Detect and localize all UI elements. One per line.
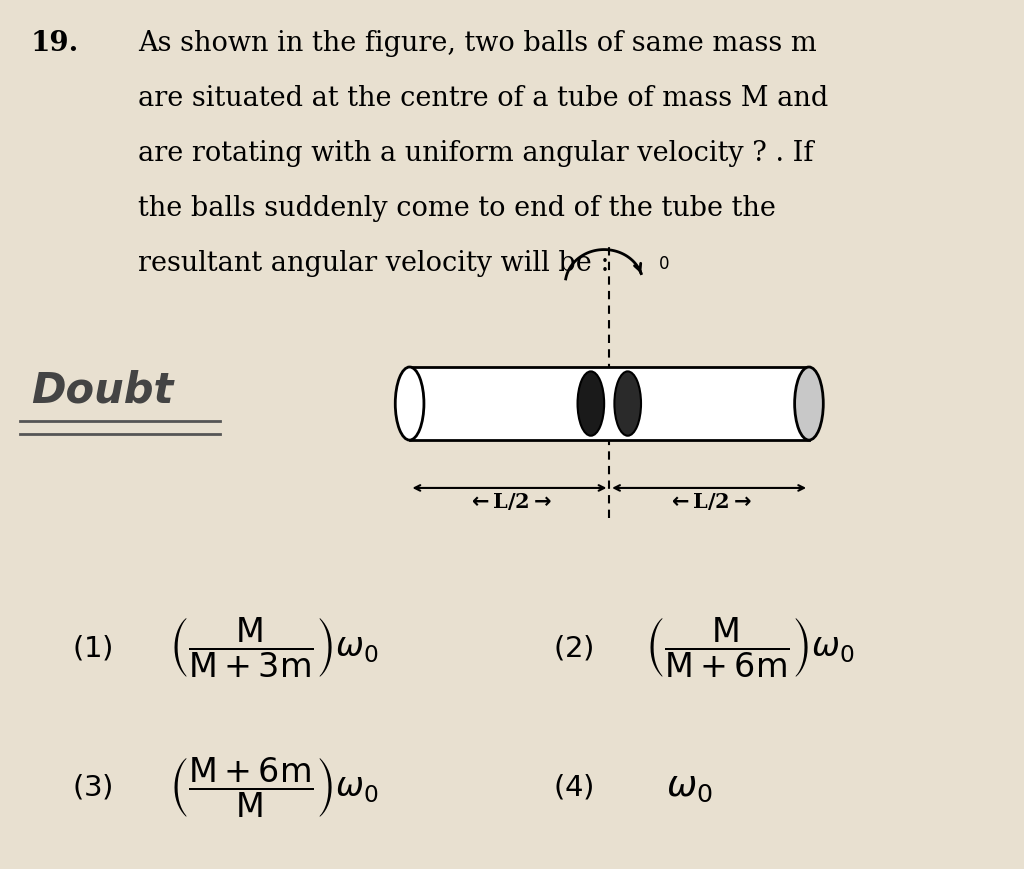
Text: $(2)$: $(2)$ [553, 633, 594, 662]
Text: are rotating with a uniform angular velocity ? . If: are rotating with a uniform angular velo… [138, 140, 814, 167]
Text: Doubt: Doubt [31, 369, 173, 411]
Text: $\mathbf{\leftarrow}$L/2$\mathbf{\rightarrow}$: $\mathbf{\leftarrow}$L/2$\mathbf{\righta… [667, 490, 752, 511]
Text: As shown in the figure, two balls of same mass m: As shown in the figure, two balls of sam… [138, 30, 817, 57]
Text: are situated at the centre of a tube of mass M and: are situated at the centre of a tube of … [138, 85, 828, 112]
Text: $\left(\dfrac{\mathrm{M}}{\mathrm{M}+3\mathrm{m}}\right)\omega_0$: $\left(\dfrac{\mathrm{M}}{\mathrm{M}+3\m… [169, 615, 379, 680]
Ellipse shape [395, 368, 424, 441]
Text: $\left(\dfrac{\mathrm{M}+6\mathrm{m}}{\mathrm{M}}\right)\omega_0$: $\left(\dfrac{\mathrm{M}+6\mathrm{m}}{\m… [169, 754, 379, 819]
Ellipse shape [614, 372, 641, 436]
Text: 19.: 19. [31, 30, 79, 57]
Ellipse shape [795, 368, 823, 441]
Text: $\mathbf{\leftarrow}$L/2$\mathbf{\rightarrow}$: $\mathbf{\leftarrow}$L/2$\mathbf{\righta… [467, 490, 552, 511]
Bar [410, 368, 809, 441]
Text: $(1)$: $(1)$ [72, 633, 113, 662]
Text: the balls suddenly come to end of the tube the: the balls suddenly come to end of the tu… [138, 195, 776, 222]
Text: $(4)$: $(4)$ [553, 772, 594, 801]
Text: $(3)$: $(3)$ [72, 772, 113, 801]
Text: $\left(\dfrac{\mathrm{M}}{\mathrm{M}+6\mathrm{m}}\right)\omega_0$: $\left(\dfrac{\mathrm{M}}{\mathrm{M}+6\m… [645, 615, 855, 680]
Text: $\omega_0$: $\omega_0$ [666, 769, 713, 804]
Ellipse shape [578, 372, 604, 436]
Text: $0$: $0$ [658, 255, 670, 273]
Text: resultant angular velocity will be :: resultant angular velocity will be : [138, 249, 609, 276]
